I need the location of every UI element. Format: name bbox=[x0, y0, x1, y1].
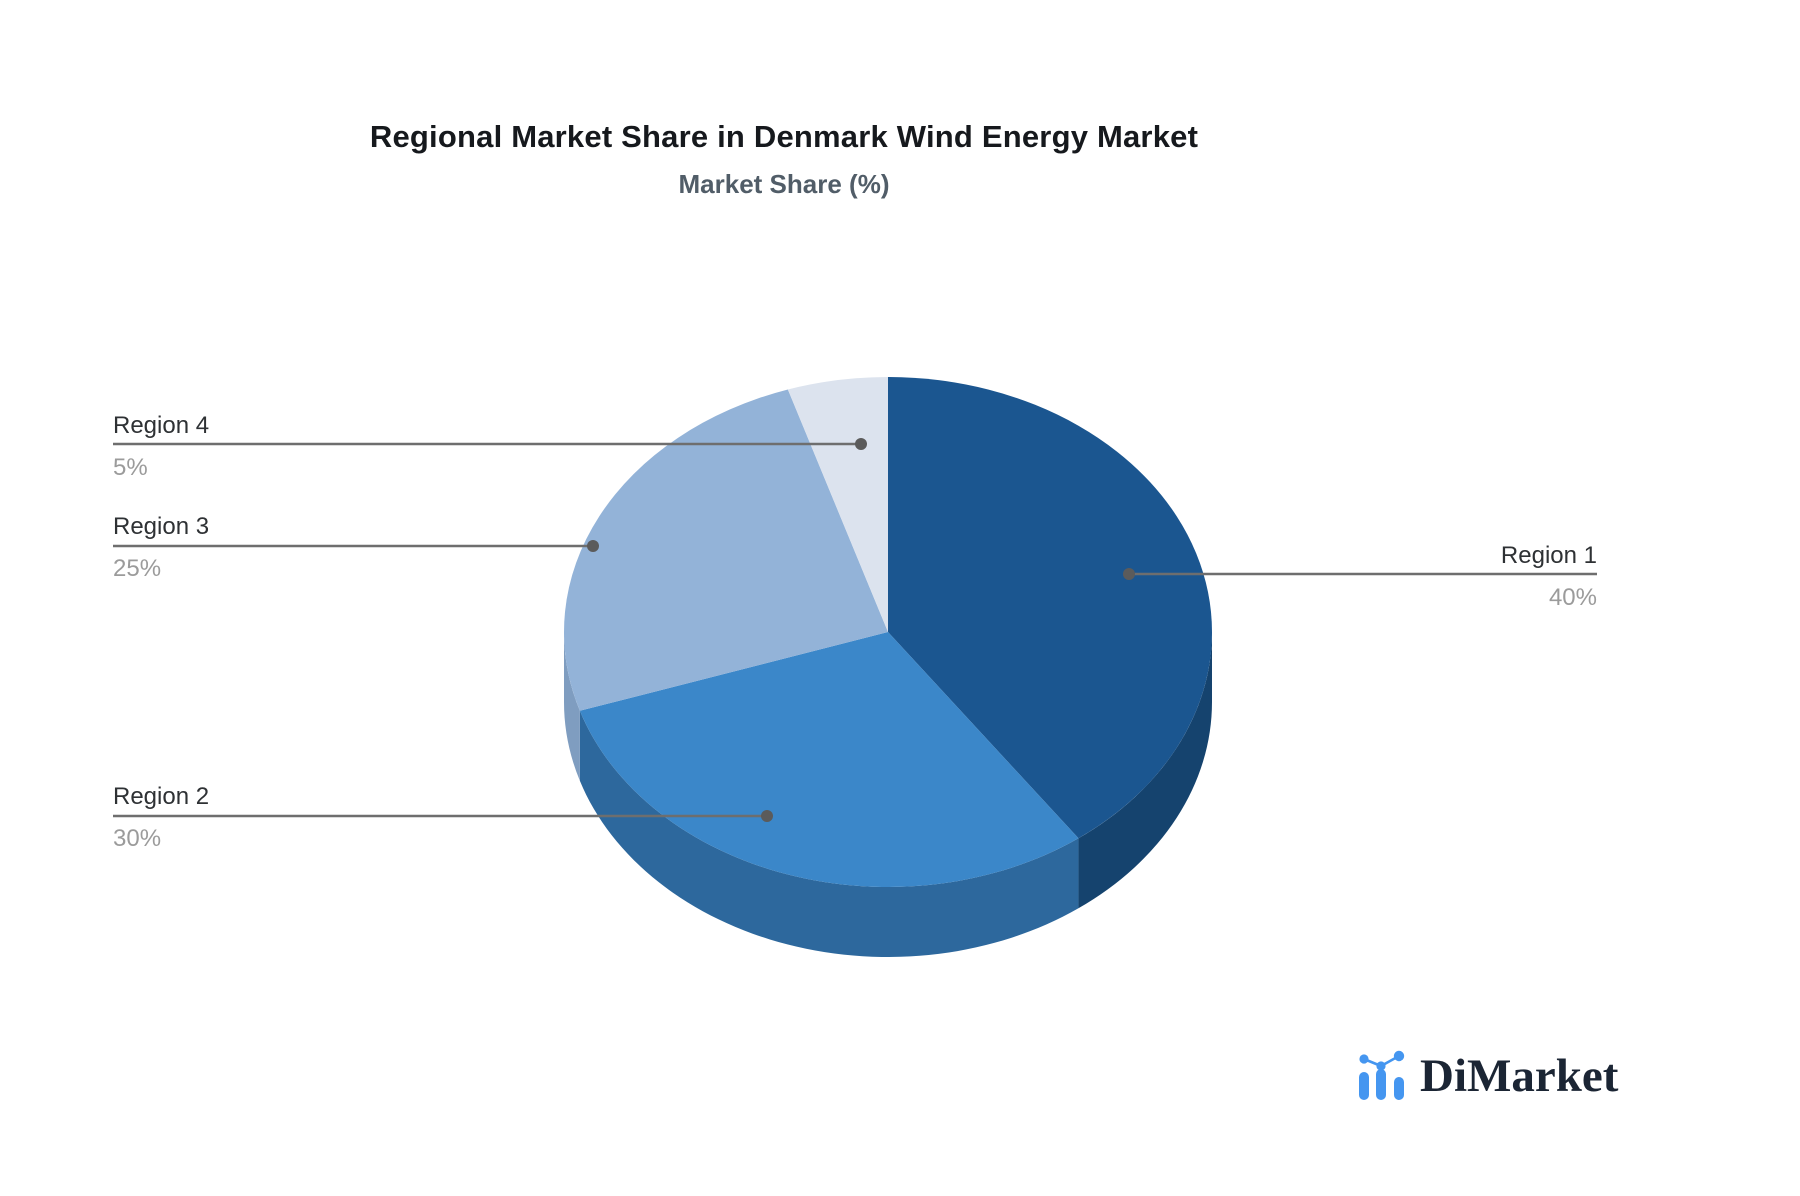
pie-slice-side-region-1 bbox=[1078, 632, 1212, 909]
pie-slice-region-2[interactable] bbox=[579, 632, 1079, 887]
slice-pct-region-4: 5% bbox=[113, 454, 148, 481]
chart-title: Regional Market Share in Denmark Wind En… bbox=[369, 119, 1199, 154]
pie-slice-side-region-3 bbox=[564, 632, 580, 781]
slice-label-region-3: Region 3 bbox=[113, 513, 210, 540]
pie-slice-region-1[interactable] bbox=[888, 377, 1212, 839]
chart-subtitle: Market Share (%) bbox=[678, 169, 890, 199]
slice-label-region-4: Region 4 bbox=[113, 412, 210, 439]
slice-pct-region-1: 40% bbox=[1548, 584, 1597, 611]
bar-chart-with-trend-dots-icon bbox=[1359, 1050, 1405, 1100]
leader-dot-region-3 bbox=[587, 540, 599, 552]
slice-label-region-2: Region 2 bbox=[113, 783, 210, 810]
leader-dot-region-2 bbox=[761, 810, 773, 822]
slice-pct-region-2: 30% bbox=[113, 825, 162, 852]
leader-dot-region-1 bbox=[1123, 568, 1135, 580]
logo-text: DiMarket bbox=[1420, 1050, 1619, 1102]
dimarket-logo: DiMarket bbox=[1356, 1040, 1618, 1104]
slice-label-region-1: Region 1 bbox=[1500, 542, 1597, 569]
leader-dot-region-4 bbox=[855, 438, 867, 450]
slice-pct-region-3: 25% bbox=[113, 555, 162, 582]
pie-slice-side-region-2 bbox=[579, 710, 1079, 957]
pie-slice-region-3[interactable] bbox=[564, 389, 888, 711]
